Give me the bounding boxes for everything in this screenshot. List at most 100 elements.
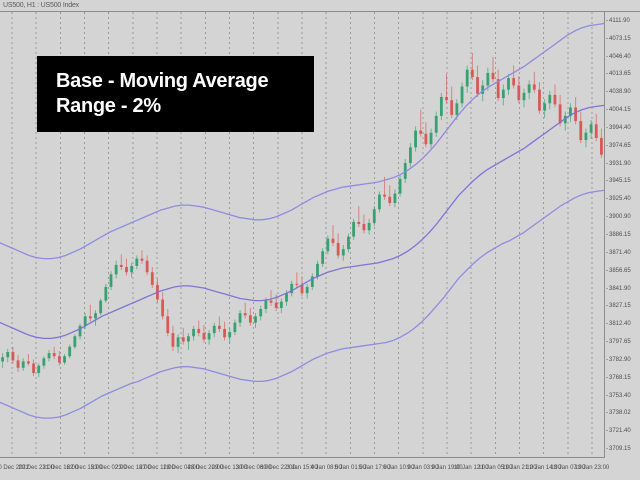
price-axis-tick: -4004.15 [606, 107, 631, 114]
price-axis-tick: -3871.40 [606, 250, 631, 257]
tick-dash-icon: - [606, 446, 608, 453]
symbol-timeframe-label: US500, H1 : US500 Index [3, 2, 79, 9]
price-axis-tick-label: 4038.90 [609, 89, 631, 96]
price-axis-tick: -3768.15 [606, 375, 631, 382]
price-axis-tick-label: 4004.15 [609, 107, 631, 114]
price-axis-tick-label: 3856.65 [609, 267, 631, 274]
tick-dash-icon: - [606, 303, 608, 310]
time-axis-tick-label: 10 Jan 12:00 [453, 465, 489, 471]
time-axis-tick-label: 20 Dec 23:00 [18, 465, 55, 471]
time-axis-tick-label: 27 Dec 11:00 [139, 465, 175, 471]
time-axis-tick-label: 5 Jan 17:00 [358, 465, 391, 471]
annotation-line-1: Base - Moving Average [56, 70, 269, 92]
price-axis-tick-label: 3782.90 [609, 356, 631, 363]
price-axis-tick-label: 3994.40 [609, 124, 631, 131]
time-axis-tick-label: 5 Jan 01:00 [334, 465, 366, 471]
tick-dash-icon: - [606, 339, 608, 346]
price-axis-tick-label: 4013.65 [609, 71, 631, 78]
tick-dash-icon: - [606, 89, 608, 96]
chart-plot-area[interactable] [0, 12, 604, 458]
time-axis-tick-label: 13 Jan 07:00 [550, 465, 586, 471]
price-axis-tick-label: 3871.40 [609, 249, 631, 256]
time-axis-tick-label: 22 Dec 15:00 [66, 465, 103, 471]
price-axis-tick: -3974.65 [606, 143, 631, 150]
price-axis-tick: -3753.40 [606, 393, 631, 400]
price-axis[interactable]: -4111.90 -4073.15 -4046.40 -4013.65 -4038.90… [606, 12, 640, 458]
chart-canvas [0, 12, 604, 458]
price-axis-tick: -4038.90 [606, 89, 631, 96]
tick-dash-icon: - [606, 356, 608, 363]
time-axis-tick-label: 21 Dec 16:00 [42, 465, 79, 471]
price-axis-tick-label: 3797.65 [609, 339, 631, 346]
time-axis-tick-label: 28 Dec 20:00 [187, 465, 224, 471]
price-axis-tick-label: 4073.15 [609, 35, 631, 42]
price-axis-tick: -3827.15 [606, 303, 631, 310]
time-axis-tick-label: 3 Jan 15:00 [286, 465, 318, 471]
price-axis-tick: -3994.40 [606, 125, 631, 132]
candlestick-series [1, 52, 603, 378]
price-axis-tick-label: 3925.40 [609, 196, 631, 203]
time-axis-tick-label: 23 Dec 18:00 [115, 465, 151, 471]
price-axis-tick-label: 3709.15 [609, 446, 631, 453]
price-axis-tick: -4073.15 [606, 36, 631, 43]
tick-dash-icon: - [606, 71, 608, 78]
time-axis-tick-label: 4 Jan 08:00 [310, 465, 342, 471]
tick-dash-icon: - [606, 214, 608, 221]
price-axis-tick-label: 3945.15 [609, 178, 631, 185]
indicator-lines [0, 22, 604, 419]
tick-dash-icon: - [606, 17, 608, 24]
price-axis-tick: -3925.40 [606, 196, 631, 203]
price-axis-tick: -3738.02 [606, 410, 631, 417]
price-axis-tick: -4046.40 [606, 54, 631, 61]
price-axis-tick-label: 3753.40 [609, 392, 631, 399]
price-axis-tick-label: 3900.90 [609, 214, 631, 221]
price-axis-tick-label: 4046.40 [609, 53, 631, 60]
time-axis-tick-label: 13 Jan 23:00 [574, 465, 610, 471]
time-axis-tick-label: 23 Dec 02:00 [90, 465, 127, 471]
time-axis-tick-label: 9 Jan 19:00 [431, 465, 463, 471]
price-axis-tick: -3841.90 [606, 286, 631, 293]
time-axis-tick-label: 30 Dec 06:00 [235, 465, 272, 471]
time-axis-tick-label: 11 Jan 05:00 [478, 465, 513, 471]
tick-dash-icon: - [606, 321, 608, 328]
price-axis-tick-label: 3738.02 [609, 410, 631, 417]
time-axis-tick-label: 29 Dec 13:00 [211, 465, 248, 471]
tick-dash-icon: - [606, 124, 608, 131]
price-axis-tick-label: 3812.40 [609, 321, 631, 328]
tick-dash-icon: - [606, 410, 608, 417]
price-axis-tick-label: 3768.15 [609, 374, 631, 381]
price-axis-tick: -3782.90 [606, 357, 631, 364]
tick-dash-icon: - [606, 35, 608, 42]
tick-dash-icon: - [606, 392, 608, 399]
price-axis-tick-label: 3931.90 [609, 160, 631, 167]
gridlines [11, 12, 593, 458]
price-axis-tick-label: 4111.90 [609, 17, 630, 24]
tick-dash-icon: - [606, 160, 608, 167]
tick-dash-icon: - [606, 267, 608, 274]
tick-dash-icon: - [606, 374, 608, 381]
price-axis-tick-label: 3721.40 [609, 428, 631, 435]
price-axis-tick: -3945.15 [606, 178, 631, 185]
price-axis-tick: -3709.15 [606, 446, 631, 453]
time-axis-tick-label: 9 Jan 03:00 [407, 465, 439, 471]
tick-dash-icon: - [606, 107, 608, 114]
price-axis-tick: -3886.15 [606, 232, 631, 239]
price-axis-tick-label: 3974.65 [609, 142, 631, 149]
time-axis-tick-label: 12 Jan 14:00 [526, 465, 561, 471]
tick-dash-icon: - [606, 53, 608, 60]
tick-dash-icon: - [606, 196, 608, 203]
tick-dash-icon: - [606, 142, 608, 149]
price-axis-tick: -3931.90 [606, 161, 631, 168]
time-axis-tick-label: 11 Jan 21:00 [502, 465, 537, 471]
price-axis-tick: -3721.40 [606, 428, 631, 435]
tick-dash-icon: - [606, 249, 608, 256]
time-axis-tick-label: 6 Jan 10:00 [382, 465, 415, 471]
price-axis-tick-label: 3886.15 [609, 232, 631, 238]
annotation-overlay: Base - Moving Average Range - 2% [37, 56, 314, 132]
price-axis-tick: -3797.65 [606, 339, 631, 346]
tick-dash-icon: - [606, 232, 608, 238]
time-axis-tick-label: 30 Dec 22:00 [259, 465, 296, 471]
